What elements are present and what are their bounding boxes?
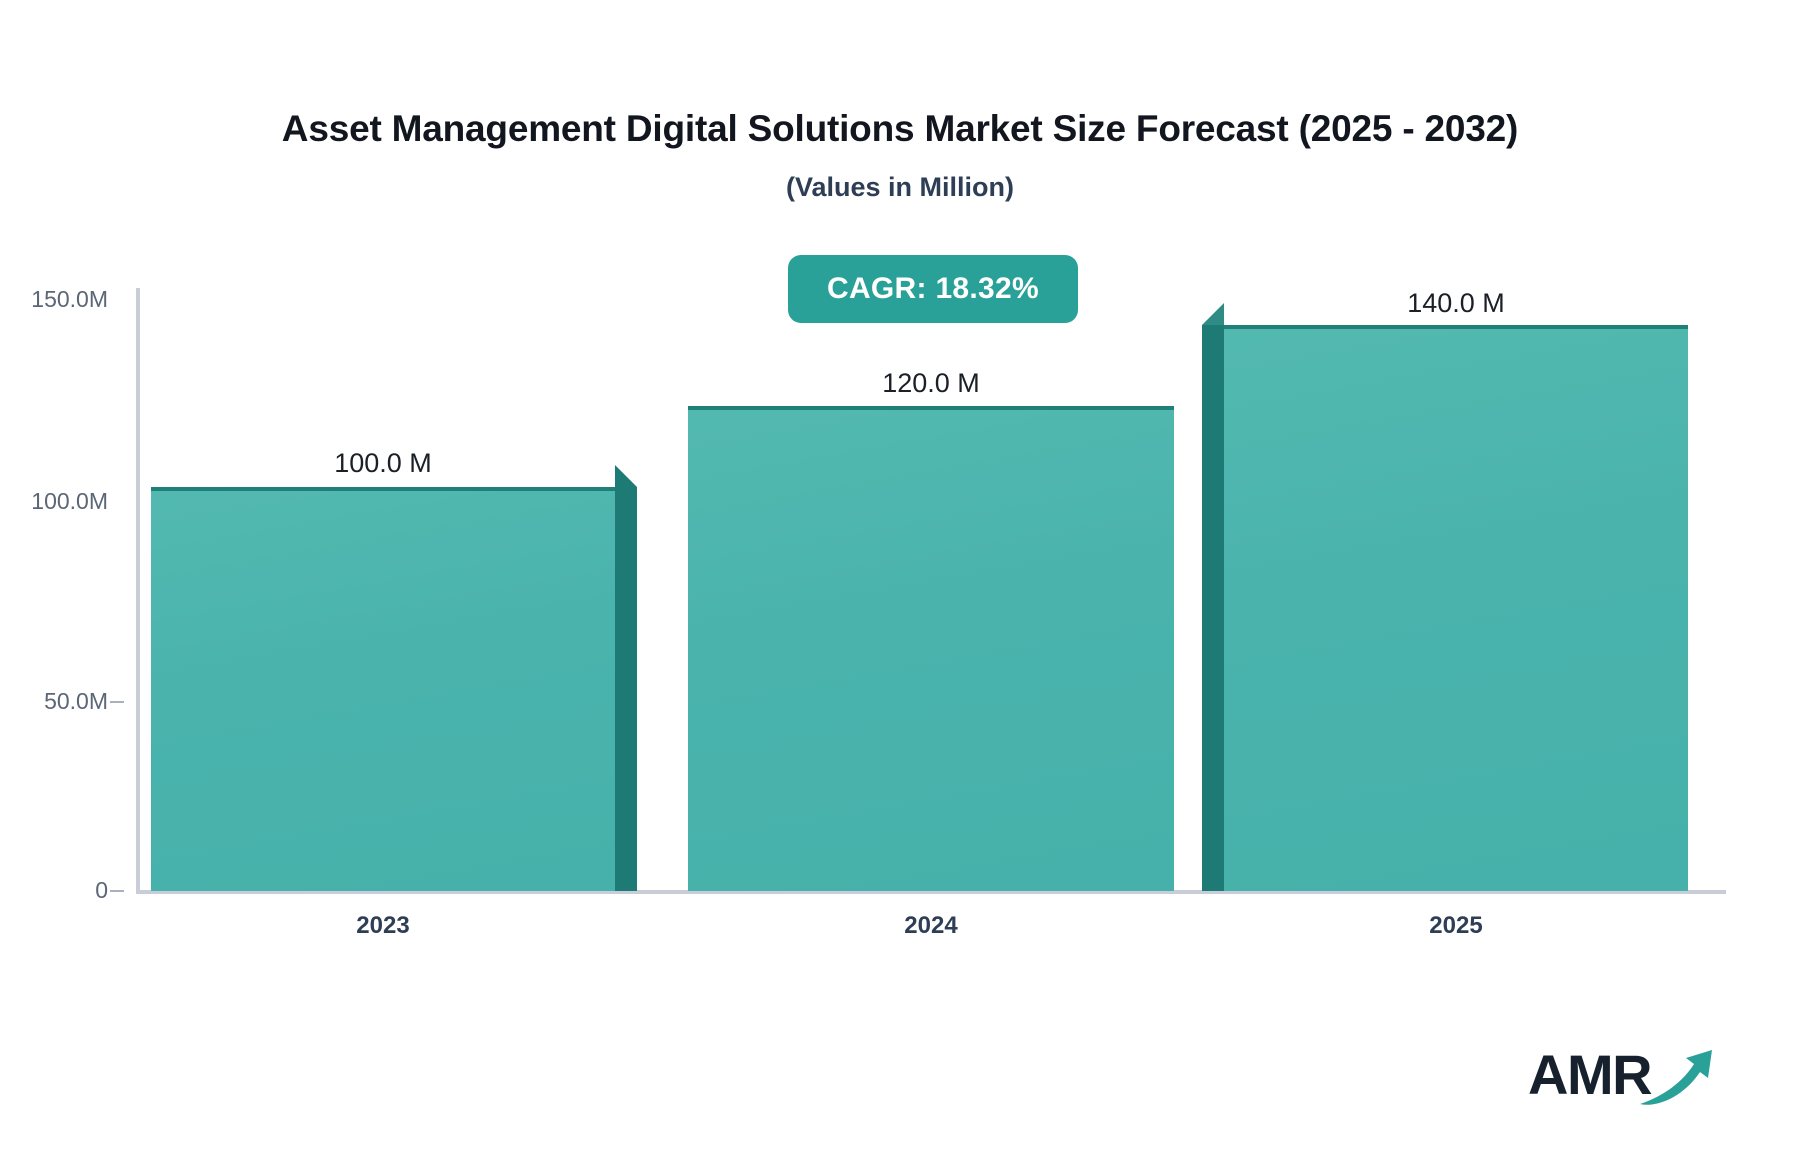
bar-side-shadow: [615, 487, 637, 891]
bar-top-bevel: [615, 465, 637, 487]
y-tick-0: 0: [0, 877, 124, 905]
cagr-badge: CAGR: 18.32%: [788, 255, 1078, 323]
bar-2025[interactable]: [1202, 303, 1688, 891]
bar-face: [151, 487, 637, 891]
x-axis-line: [136, 890, 1726, 894]
bar-face: [688, 406, 1174, 891]
chart-subtitle: (Values in Million): [785, 172, 1015, 202]
amr-logo-text: AMR: [1528, 1043, 1653, 1106]
x-tick-label-2023: 2023: [356, 912, 410, 939]
y-tick-mark: [110, 701, 124, 703]
y-tick-label: 0: [95, 877, 108, 903]
y-axis-line: [136, 288, 140, 894]
y-tick-100: 100.0M: [0, 488, 108, 516]
bar-top-bevel: [1202, 303, 1224, 325]
x-tick-label-2024: 2024: [904, 912, 958, 939]
y-tick-label: 100.0M: [31, 488, 108, 514]
bar-2024[interactable]: [688, 406, 1174, 891]
bar-value-label-2023: 100.0 M: [334, 448, 432, 478]
y-tick-mark: [110, 890, 124, 892]
amr-logo: AMR: [1528, 1042, 1728, 1120]
page-title: Asset Management Digital Solutions Marke…: [281, 108, 1519, 149]
bar-2023[interactable]: [151, 465, 637, 891]
y-tick-50: 50.0M: [0, 688, 124, 716]
y-tick-150: 150.0M: [0, 286, 108, 314]
bar-value-label-2024: 120.0 M: [882, 368, 980, 398]
bar-value-label-2025: 140.0 M: [1407, 288, 1505, 318]
bar-side-shadow: [1202, 325, 1224, 891]
bar-face: [1224, 325, 1688, 891]
cagr-badge-label: CAGR: 18.32%: [826, 272, 1039, 305]
x-tick-label-2025: 2025: [1429, 912, 1483, 939]
y-tick-label: 50.0M: [44, 688, 108, 714]
growth-arrow-icon: [1638, 1048, 1724, 1117]
y-tick-label: 150.0M: [31, 286, 108, 312]
